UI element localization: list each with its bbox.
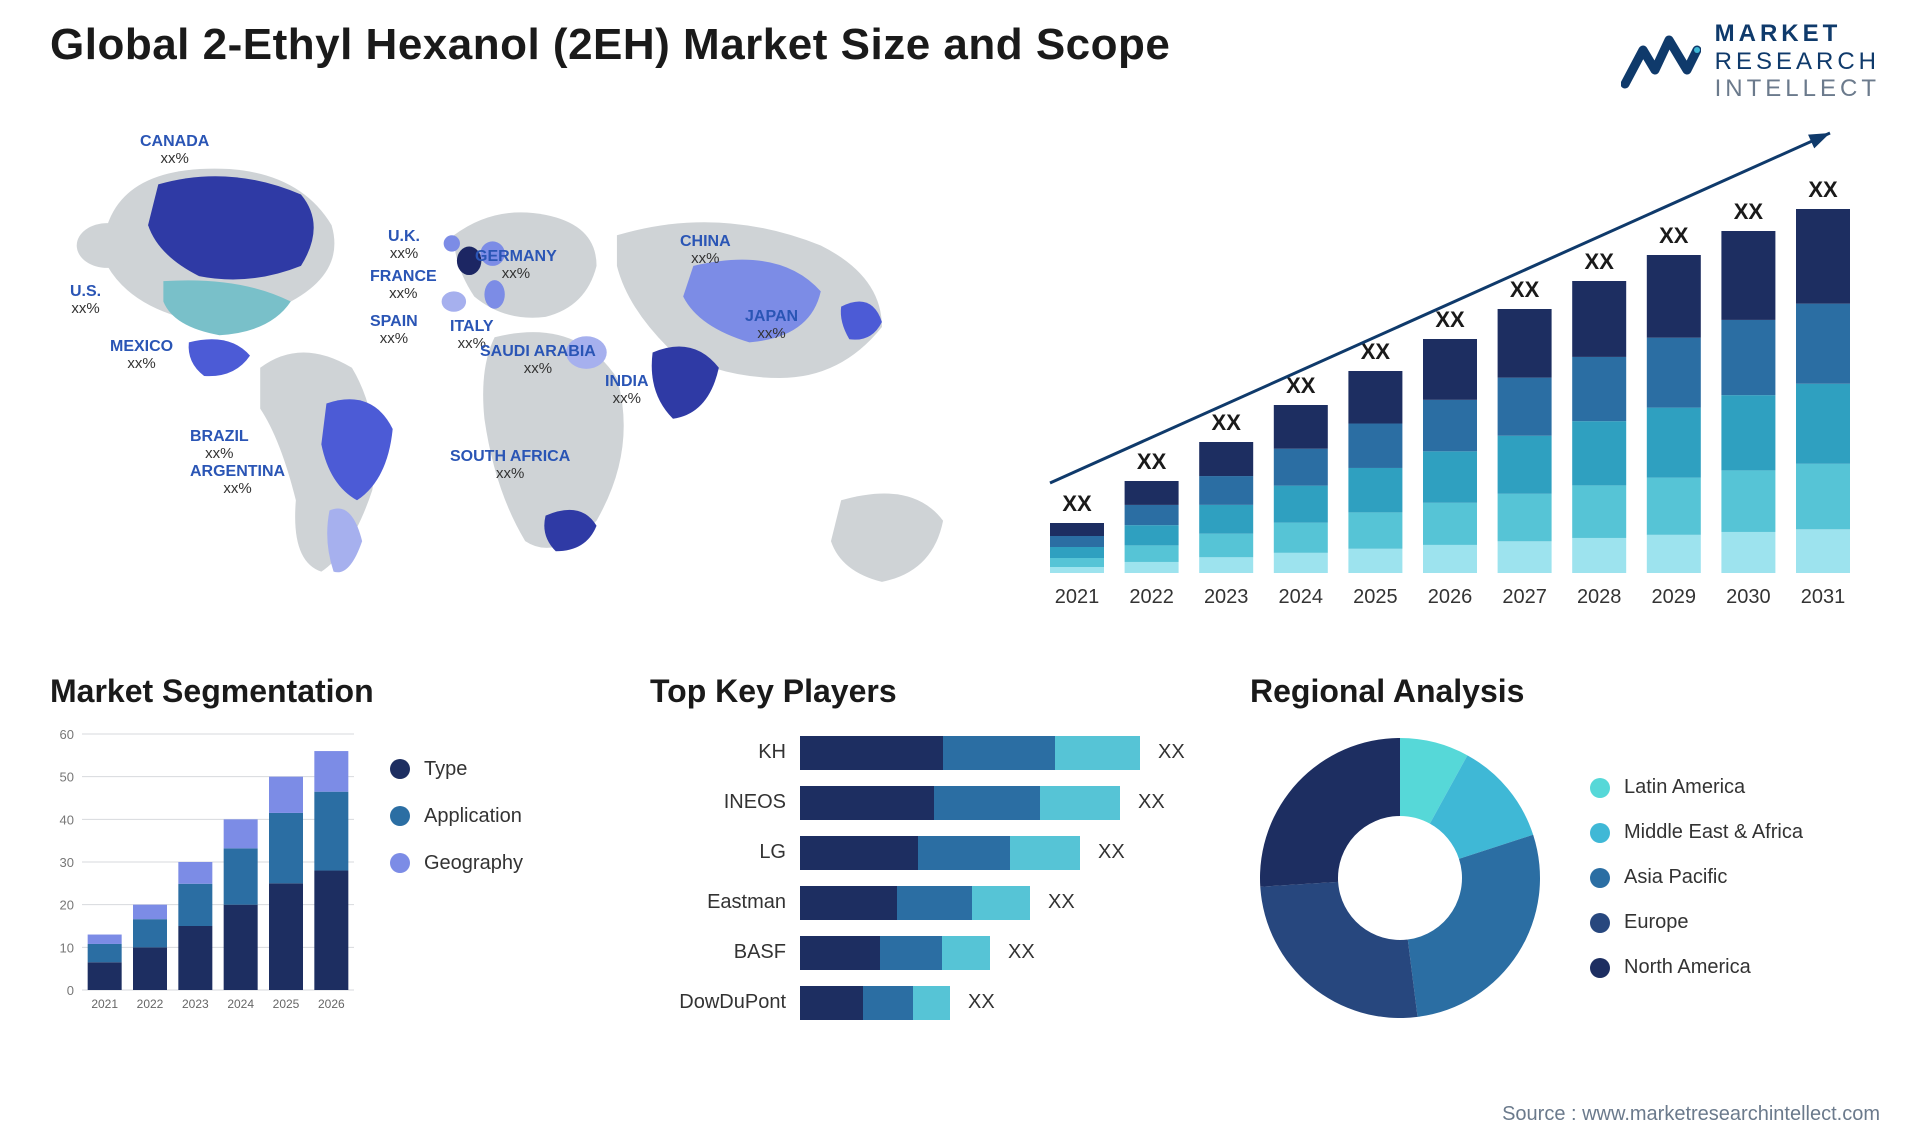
country-label: SOUTH AFRICAxx% bbox=[450, 448, 570, 483]
regional-donut bbox=[1250, 728, 1550, 1028]
country-label: U.S.xx% bbox=[70, 283, 101, 318]
svg-text:XX: XX bbox=[1137, 449, 1167, 474]
svg-text:XX: XX bbox=[1435, 307, 1465, 332]
player-label: Eastman bbox=[707, 891, 786, 914]
svg-text:40: 40 bbox=[60, 812, 74, 827]
players-panel: Top Key Players KH INEOS LG Eastman BASF DowD… bbox=[650, 673, 1210, 1053]
svg-text:XX: XX bbox=[1808, 177, 1838, 202]
svg-text:2024: 2024 bbox=[227, 997, 254, 1011]
country-label: SPAINxx% bbox=[370, 313, 418, 348]
page-title: Global 2-Ethyl Hexanol (2EH) Market Size… bbox=[50, 20, 1170, 70]
player-label: KH bbox=[758, 741, 786, 764]
players-bars: XX XX XX XX XX XX bbox=[800, 728, 1210, 1028]
svg-text:2026: 2026 bbox=[318, 997, 345, 1011]
player-bar-row: XX bbox=[800, 986, 1210, 1020]
country-label: CHINAxx% bbox=[680, 233, 731, 268]
country-label: SAUDI ARABIAxx% bbox=[480, 343, 596, 378]
svg-text:2025: 2025 bbox=[273, 997, 300, 1011]
source-attribution: Source : www.marketresearchintellect.com bbox=[1502, 1103, 1880, 1126]
country-label: ARGENTINAxx% bbox=[190, 463, 285, 498]
legend-item: Latin America bbox=[1590, 776, 1803, 799]
regional-panel: Regional Analysis Latin America Middle Ea… bbox=[1250, 673, 1880, 1053]
logo-line1: MARKET bbox=[1715, 20, 1880, 48]
svg-text:2030: 2030 bbox=[1726, 586, 1771, 608]
growth-chart: XX 2021 XX 2022 XX 2023 XX 2024 XX 2025 XX 2026 XX 20… bbox=[1020, 113, 1880, 643]
legend-item: Middle East & Africa bbox=[1590, 821, 1803, 844]
svg-text:2022: 2022 bbox=[137, 997, 164, 1011]
svg-text:2028: 2028 bbox=[1577, 586, 1622, 608]
player-label: BASF bbox=[734, 941, 786, 964]
legend-item: Geography bbox=[390, 852, 523, 875]
player-bar-row: XX bbox=[800, 936, 1210, 970]
brand-logo: MARKET RESEARCH INTELLECT bbox=[1621, 20, 1880, 103]
svg-text:XX: XX bbox=[1734, 199, 1764, 224]
svg-text:2022: 2022 bbox=[1129, 586, 1174, 608]
segmentation-chart: 0 10 20 30 40 50 60 2021 2022 2023 2024 2025 2026 bbox=[50, 728, 360, 1018]
country-label: U.K.xx% bbox=[388, 228, 420, 263]
svg-text:XX: XX bbox=[1585, 249, 1615, 274]
legend-item: Type bbox=[390, 758, 523, 781]
legend-item: Europe bbox=[1590, 911, 1803, 934]
country-label: CANADAxx% bbox=[140, 133, 209, 168]
player-bar-row: XX bbox=[800, 836, 1210, 870]
players-labels: KH INEOS LG Eastman BASF DowDuPont bbox=[650, 728, 800, 1028]
svg-text:2023: 2023 bbox=[182, 997, 209, 1011]
player-label: INEOS bbox=[724, 791, 786, 814]
country-label: JAPANxx% bbox=[745, 308, 798, 343]
svg-text:10: 10 bbox=[60, 940, 74, 955]
country-label: MEXICOxx% bbox=[110, 338, 173, 373]
svg-text:50: 50 bbox=[60, 769, 74, 784]
segmentation-legend: Type Application Geography bbox=[390, 728, 523, 875]
svg-text:0: 0 bbox=[67, 983, 74, 998]
svg-text:XX: XX bbox=[1659, 223, 1689, 248]
svg-text:2024: 2024 bbox=[1279, 586, 1324, 608]
svg-text:2023: 2023 bbox=[1204, 586, 1249, 608]
svg-text:XX: XX bbox=[1510, 277, 1540, 302]
legend-item: North America bbox=[1590, 956, 1803, 979]
growth-chart-panel: XX 2021 XX 2022 XX 2023 XX 2024 XX 2025 XX 2026 XX 20… bbox=[1020, 113, 1880, 643]
segmentation-panel: Market Segmentation 0 10 20 30 40 50 60 2021 20… bbox=[50, 673, 610, 1053]
player-bar-row: XX bbox=[800, 786, 1210, 820]
players-title: Top Key Players bbox=[650, 673, 1210, 710]
svg-text:20: 20 bbox=[60, 897, 74, 912]
country-label: BRAZILxx% bbox=[190, 428, 249, 463]
segmentation-title: Market Segmentation bbox=[50, 673, 610, 710]
legend-item: Application bbox=[390, 805, 523, 828]
regional-title: Regional Analysis bbox=[1250, 673, 1880, 710]
logo-mark-icon bbox=[1621, 26, 1701, 96]
svg-text:2031: 2031 bbox=[1801, 586, 1846, 608]
svg-text:XX: XX bbox=[1286, 373, 1316, 398]
svg-text:2021: 2021 bbox=[1055, 586, 1100, 608]
player-bar-row: XX bbox=[800, 736, 1210, 770]
logo-line2: RESEARCH bbox=[1715, 48, 1880, 76]
svg-text:XX: XX bbox=[1062, 491, 1092, 516]
legend-item: Asia Pacific bbox=[1590, 866, 1803, 889]
svg-text:60: 60 bbox=[60, 728, 74, 742]
world-map-panel: CANADAxx% U.S.xx% MEXICOxx% BRAZILxx%ARGENT… bbox=[50, 113, 980, 643]
country-label: INDIAxx% bbox=[605, 373, 649, 408]
svg-text:2025: 2025 bbox=[1353, 586, 1398, 608]
regional-legend: Latin America Middle East & Africa Asia Pa… bbox=[1590, 776, 1803, 979]
logo-line3: INTELLECT bbox=[1715, 75, 1880, 103]
player-bar-row: XX bbox=[800, 886, 1210, 920]
player-label: LG bbox=[759, 841, 786, 864]
header: Global 2-Ethyl Hexanol (2EH) Market Size… bbox=[50, 20, 1880, 103]
svg-text:2029: 2029 bbox=[1652, 586, 1697, 608]
country-label: GERMANYxx% bbox=[475, 248, 557, 283]
svg-text:2027: 2027 bbox=[1502, 586, 1547, 608]
svg-text:30: 30 bbox=[60, 855, 74, 870]
country-label: FRANCExx% bbox=[370, 268, 437, 303]
svg-text:2021: 2021 bbox=[91, 997, 118, 1011]
svg-text:XX: XX bbox=[1212, 410, 1242, 435]
svg-text:2026: 2026 bbox=[1428, 586, 1473, 608]
player-label: DowDuPont bbox=[679, 991, 786, 1014]
